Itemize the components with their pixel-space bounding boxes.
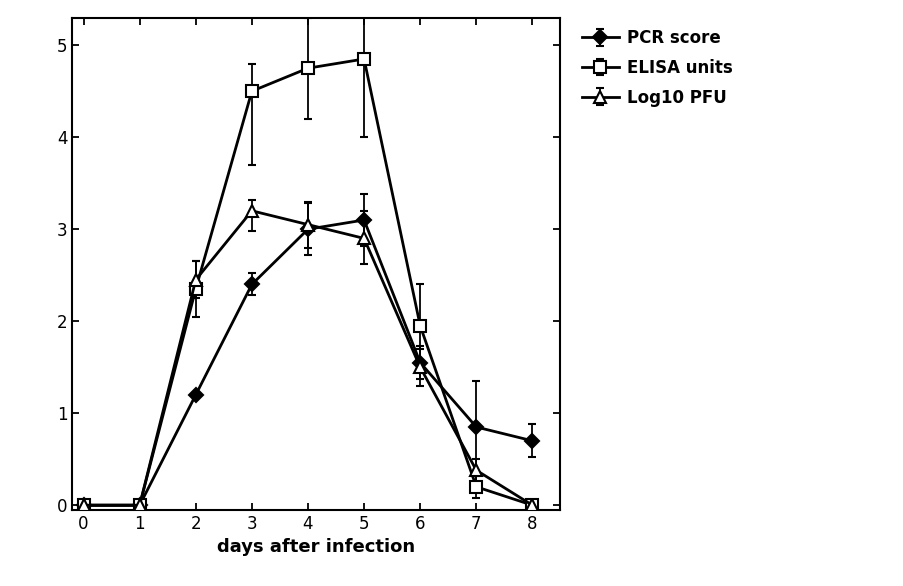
X-axis label: days after infection: days after infection xyxy=(217,538,415,556)
Legend: PCR score, ELISA units, Log10 PFU: PCR score, ELISA units, Log10 PFU xyxy=(578,26,735,110)
